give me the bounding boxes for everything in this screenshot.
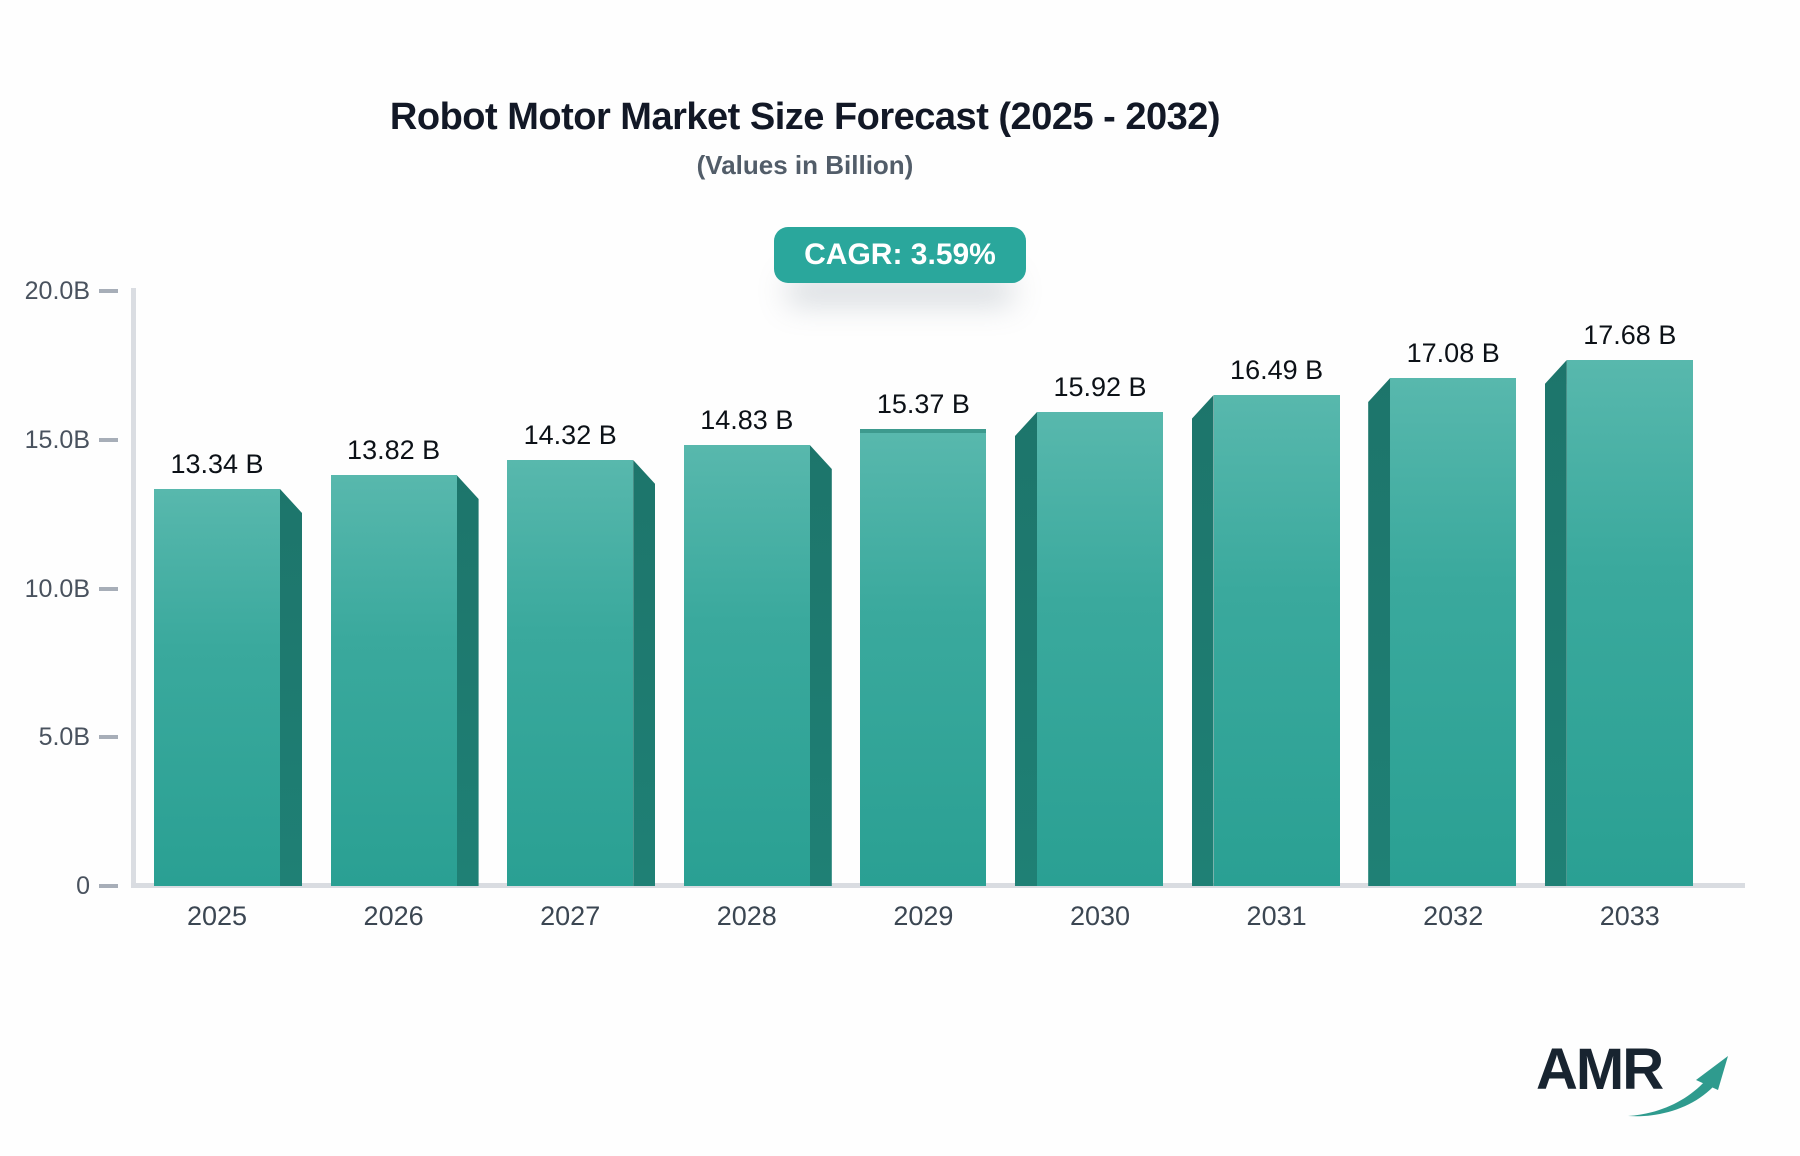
y-tick [99,289,118,293]
bar-value-label: 16.49 B [1230,355,1324,385]
bar-side [809,445,832,886]
bar-value-label: 13.82 B [347,435,441,465]
bar-value-label: 17.68 B [1583,320,1677,350]
bar-value-label: 15.92 B [1053,372,1147,402]
x-axis-label: 2032 [1423,901,1484,931]
bar-side [1368,378,1391,886]
bar-face [1037,412,1163,886]
x-axis-label: 2025 [186,901,248,931]
bar-face [1566,360,1693,886]
y-tick-label: 15.0B [24,425,90,454]
y-tick-label: 0 [76,872,90,900]
bar-face [860,429,987,886]
bar-face [1213,395,1340,886]
y-tick-label: 10.0B [24,574,90,603]
bar-face [330,475,457,886]
bar-side [1015,412,1037,886]
y-tick [99,586,118,591]
bar-side [280,489,302,886]
bar-value-label: 13.34 B [170,449,264,479]
page-title: Robot Motor Market Size Forecast (2025 -… [389,96,1221,138]
cagr-badge: CAGR: 3.59% [774,227,1026,283]
x-axis-label: 2027 [540,901,601,931]
y-tick-label: 5.0B [38,723,90,752]
x-axis-label: 2026 [363,901,424,931]
x-axis-label: 2031 [1246,901,1307,931]
bar-face [683,445,810,886]
y-tick [99,437,118,442]
y-tick-label: 20.0B [24,277,90,305]
amr-logo-text: AMR [1536,1037,1664,1102]
bar-value-label: 15.37 B [876,389,970,419]
x-axis-label: 2030 [1069,901,1131,931]
x-axis-label: 2028 [716,901,777,931]
page-subtitle: (Values in Billion) [696,150,914,180]
bar-side [456,475,479,886]
amr-logo: AMR [1536,1036,1756,1126]
bar-side [1191,395,1214,886]
y-tick [99,884,118,888]
cagr-badge-wrap: CAGR: 3.59% [0,227,1800,283]
bar-side [633,460,656,886]
bar-value-label: 14.83 B [700,405,794,435]
y-axis-line [131,288,136,888]
bar-value-label: 14.32 B [523,420,617,450]
bar-value-label: 17.08 B [1406,338,1500,368]
x-axis-label: 2033 [1599,901,1660,931]
amr-arrow-icon [1628,1056,1728,1117]
bar-face [154,489,280,886]
bar-side [1544,360,1567,886]
bar-face [507,460,634,886]
bar-face [1390,378,1517,886]
x-axis-label: 2029 [893,901,954,931]
y-tick [99,735,118,740]
